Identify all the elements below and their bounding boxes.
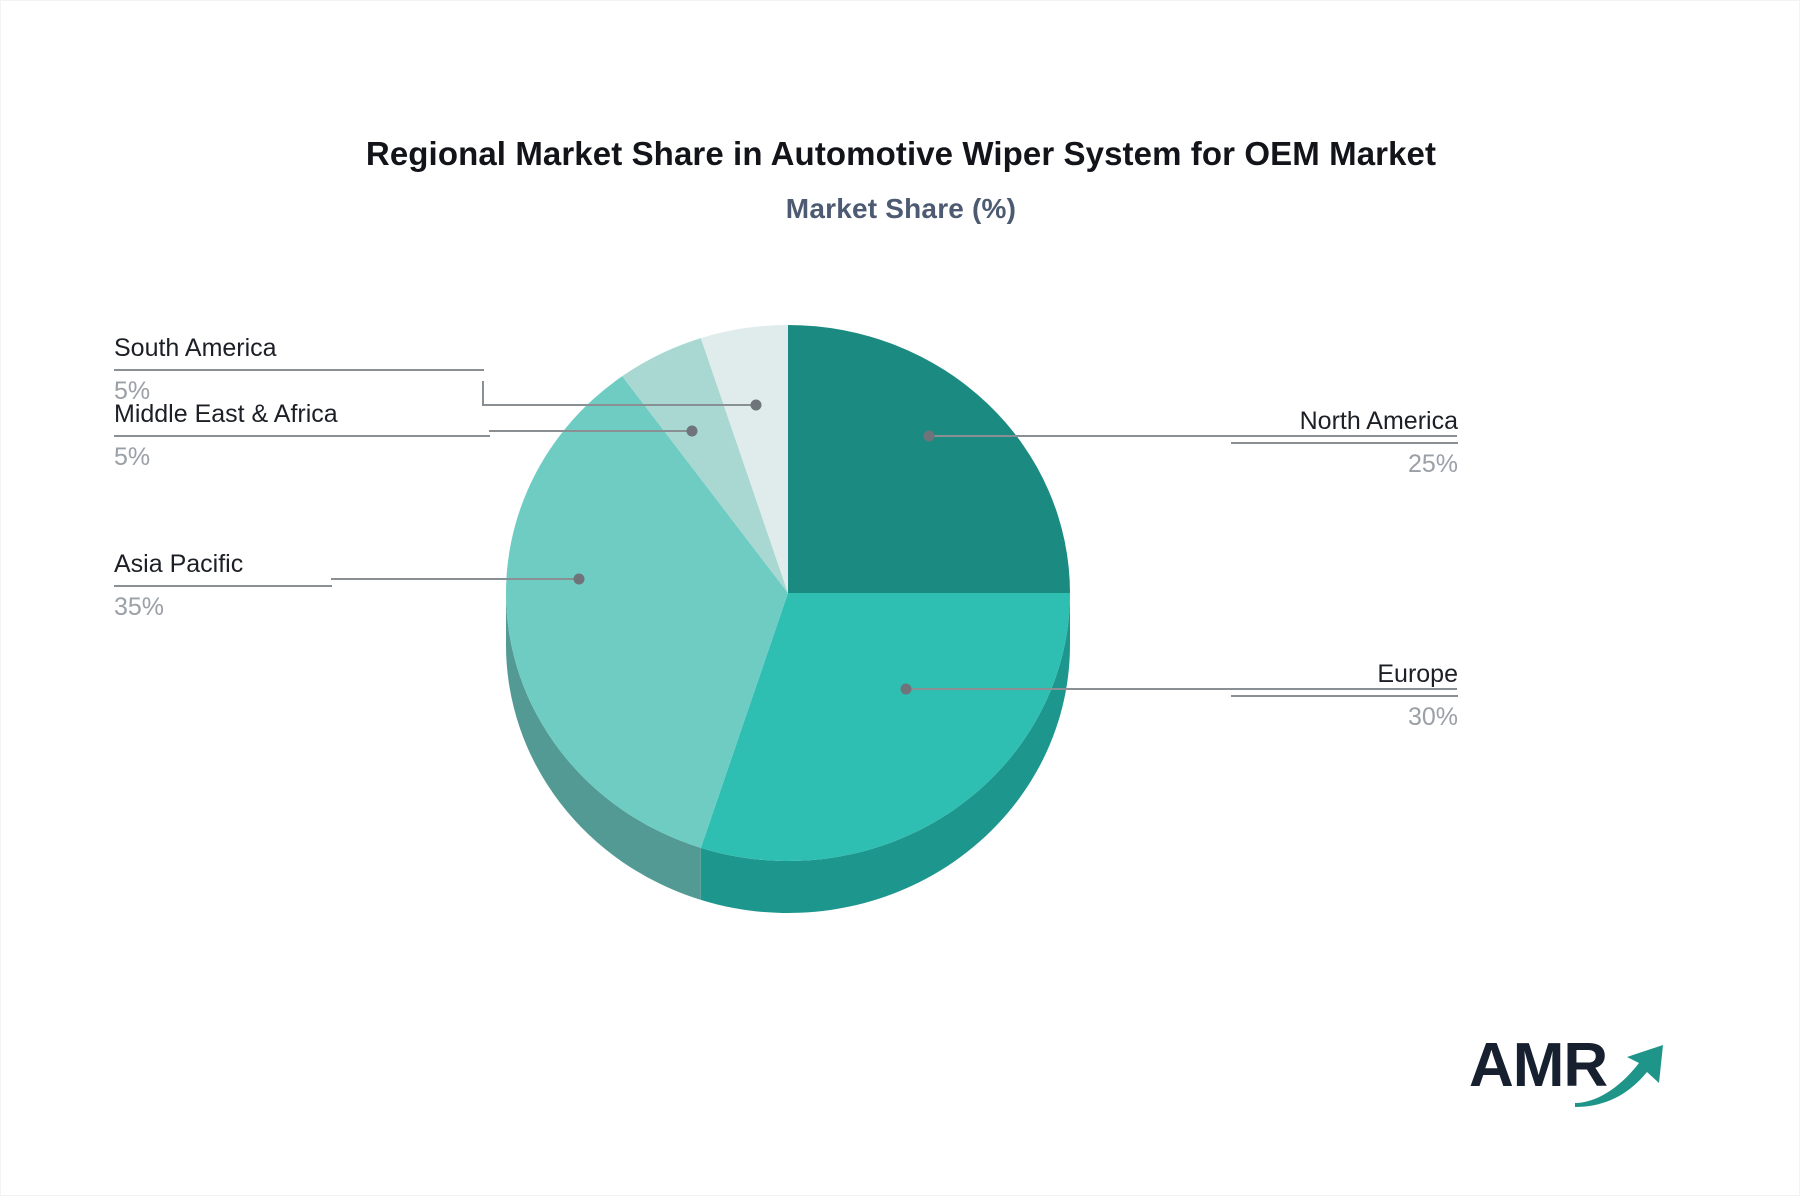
callout-middle-east-africa: Middle East & Africa 5% — [114, 397, 490, 474]
growth-arrow-icon — [1575, 1045, 1663, 1107]
callout-asia-pacific: Asia Pacific 35% — [114, 547, 332, 624]
leader-dot-north-america — [923, 430, 935, 442]
pie-side-asia-pacific — [506, 593, 701, 900]
pie-slice-europe[interactable] — [700, 593, 1070, 861]
amr-logo-text: AMR — [1469, 1031, 1608, 1100]
leader-dots — [573, 399, 935, 695]
pie-side-europe — [700, 593, 1070, 913]
callout-value-south-america: 5% — [114, 377, 151, 405]
callout-rule-middle-east-africa — [114, 435, 490, 437]
chart-subtitle: Market Share (%) — [785, 193, 1017, 224]
leader-line-south-america — [482, 381, 754, 406]
pie-3d-sides — [506, 593, 1070, 913]
callout-north-america: North America 25% — [1231, 404, 1458, 481]
pie-slice-north-america[interactable] — [788, 325, 1070, 593]
page-title: Regional Market Share in Automotive Wipe… — [365, 135, 1437, 172]
callout-south-america: South America 5% — [114, 331, 484, 408]
callout-rule-south-america — [114, 369, 484, 371]
callout-value-north-america: 25% — [1407, 450, 1458, 478]
callout-value-europe: 30% — [1407, 703, 1458, 731]
callout-value-middle-east-africa: 5% — [114, 443, 151, 471]
amr-logo: AMR — [1469, 1031, 1669, 1111]
leader-dot-middle-east-africa — [686, 425, 698, 437]
leader-lines — [331, 381, 1457, 690]
callout-value-asia-pacific: 35% — [114, 593, 165, 621]
leader-dot-south-america — [750, 399, 762, 411]
callout-rule-north-america — [1231, 442, 1458, 444]
callout-label-middle-east-africa: Middle East & Africa — [114, 400, 338, 428]
leader-dot-asia-pacific — [573, 573, 585, 585]
pie-slices — [506, 325, 1070, 861]
callout-europe: Europe 30% — [1231, 657, 1458, 734]
callout-label-asia-pacific: Asia Pacific — [114, 550, 244, 578]
pie-slice-asia-pacific[interactable] — [506, 376, 788, 848]
callout-label-south-america: South America — [114, 334, 277, 362]
callout-label-europe: Europe — [1377, 660, 1458, 688]
pie-slice-middle-east-africa[interactable] — [622, 338, 788, 593]
callout-rule-europe — [1231, 695, 1458, 697]
pie-slice-south-america[interactable] — [700, 325, 788, 593]
leader-dot-europe — [900, 683, 912, 695]
callout-label-north-america: North America — [1299, 407, 1458, 435]
callout-rule-asia-pacific — [114, 585, 332, 587]
